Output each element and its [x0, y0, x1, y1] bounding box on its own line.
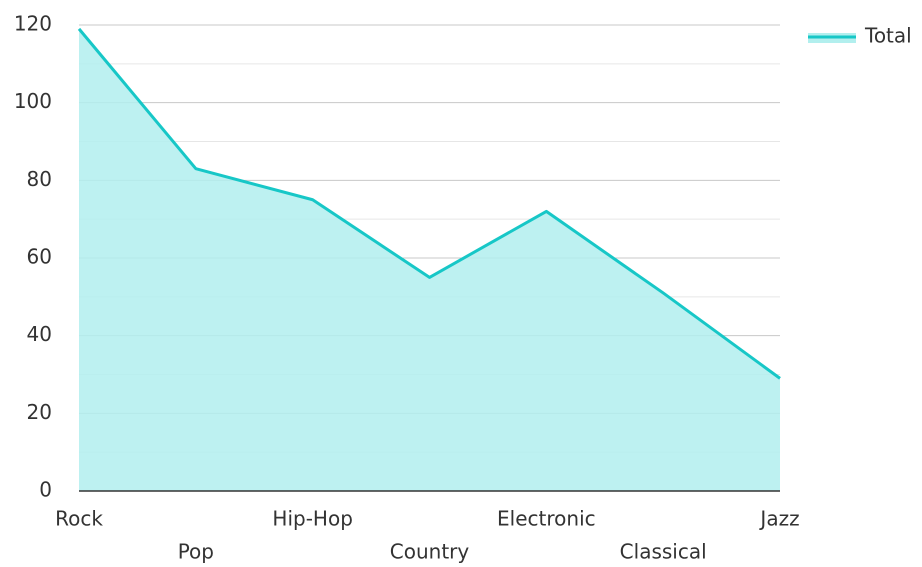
y-tick-label: 120 [14, 12, 52, 36]
x-tick-label: Classical [620, 540, 707, 564]
y-tick-label: 0 [39, 478, 52, 502]
y-tick-label: 100 [14, 89, 52, 113]
area-fill [79, 28, 780, 492]
y-tick-label: 80 [27, 167, 52, 191]
x-tick-label: Electronic [497, 507, 596, 531]
x-tick-label: Rock [55, 507, 103, 531]
legend-label: Total [864, 24, 912, 48]
x-tick-label: Pop [178, 540, 214, 564]
y-tick-label: 20 [27, 400, 52, 424]
y-tick-label: 40 [27, 322, 52, 346]
x-tick-label: Jazz [758, 507, 799, 531]
area-line [77, 27, 781, 380]
x-tick-label: Hip-Hop [272, 507, 352, 531]
y-tick-label: 60 [27, 245, 52, 269]
x-tick-label: Country [390, 540, 470, 564]
